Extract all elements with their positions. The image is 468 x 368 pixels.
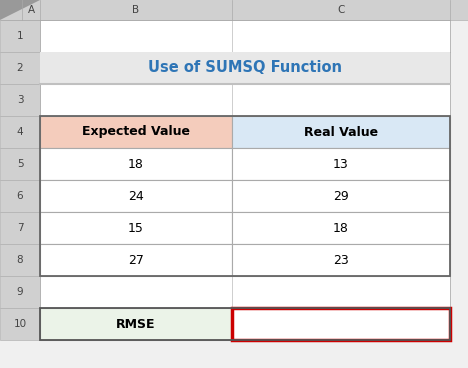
Text: 8: 8 [17,255,23,265]
Text: 27: 27 [128,254,144,266]
Bar [40,20,450,52]
Bar [40,244,232,276]
Bar [0,20,40,52]
Text: 24: 24 [128,190,144,202]
Bar [40,308,450,340]
Bar [0,0,468,20]
Bar [40,244,450,276]
Polygon shape [0,0,40,20]
Bar [0,276,40,308]
Bar [0,84,40,116]
Text: 4: 4 [17,127,23,137]
Bar [232,308,450,340]
Text: C: C [337,5,345,15]
Bar [40,84,450,116]
Bar [40,180,450,212]
Text: 15: 15 [128,222,144,234]
Text: 5: 5 [17,159,23,169]
Text: 29: 29 [333,190,349,202]
Bar [0,180,40,212]
Bar [232,244,450,276]
Text: 18: 18 [128,158,144,170]
Bar [0,116,40,148]
Bar [40,308,450,340]
Text: 23: 23 [333,254,349,266]
Text: A: A [28,5,35,15]
Bar [40,116,232,148]
Bar [40,116,450,276]
Bar [40,308,232,340]
Bar [0,308,40,340]
Text: RMSE: RMSE [116,318,156,330]
Bar [232,116,450,148]
Bar [40,180,232,212]
Bar [0,52,40,84]
Bar [40,148,232,180]
Text: Real Value: Real Value [304,125,378,138]
Bar [40,276,450,308]
Text: 18: 18 [333,222,349,234]
Bar [40,52,450,84]
Bar [232,212,450,244]
Bar [232,148,450,180]
Text: Use of SUMSQ Function: Use of SUMSQ Function [148,60,342,75]
Text: 9: 9 [17,287,23,297]
Text: 1: 1 [17,31,23,41]
Text: 6: 6 [17,191,23,201]
Text: B: B [132,5,139,15]
Text: 2: 2 [17,63,23,73]
Bar [0,244,40,276]
Bar [40,52,450,84]
Bar [40,212,232,244]
Bar [232,180,450,212]
Bar [40,148,450,180]
Text: 7: 7 [17,223,23,233]
Text: 10: 10 [14,319,27,329]
Bar [0,148,40,180]
Bar [40,212,450,244]
Text: 13: 13 [333,158,349,170]
Text: 3: 3 [17,95,23,105]
Text: Expected Value: Expected Value [82,125,190,138]
Bar [0,212,40,244]
Bar [40,116,450,148]
